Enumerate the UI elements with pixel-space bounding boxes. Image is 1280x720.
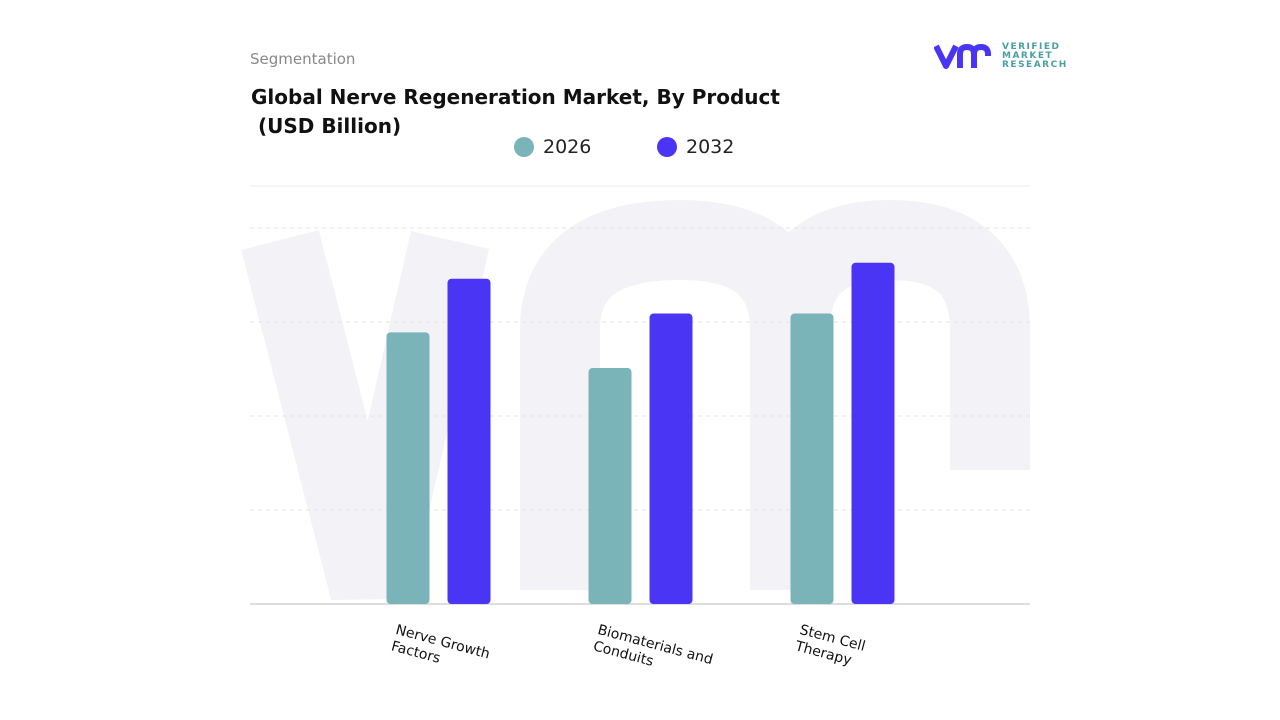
bar-2026-2 xyxy=(790,313,834,604)
segment-label: Segmentation xyxy=(250,50,356,68)
bar-2032-0 xyxy=(447,278,491,604)
vmr-logo-text: VERIFIED MARKET RESEARCH xyxy=(1002,41,1068,70)
bar-2026-1 xyxy=(588,368,632,604)
legend-swatch-2026 xyxy=(514,137,534,157)
legend-item-2026: 2026 xyxy=(514,136,591,158)
legend-swatch-2032 xyxy=(657,137,677,157)
vmr-logo: VERIFIED MARKET RESEARCH xyxy=(934,42,1068,70)
bar-2026-0 xyxy=(386,332,430,604)
bar-2032-1 xyxy=(649,313,693,604)
legend-item-2032: 2032 xyxy=(657,136,734,158)
vmr-logo-mark xyxy=(934,43,991,69)
legend-label-2032: 2032 xyxy=(686,136,735,158)
legend-label-2026: 2026 xyxy=(543,136,592,158)
bar-2032-2 xyxy=(851,262,895,604)
chart-title: Global Nerve Regeneration Market, By Pro… xyxy=(251,85,780,138)
